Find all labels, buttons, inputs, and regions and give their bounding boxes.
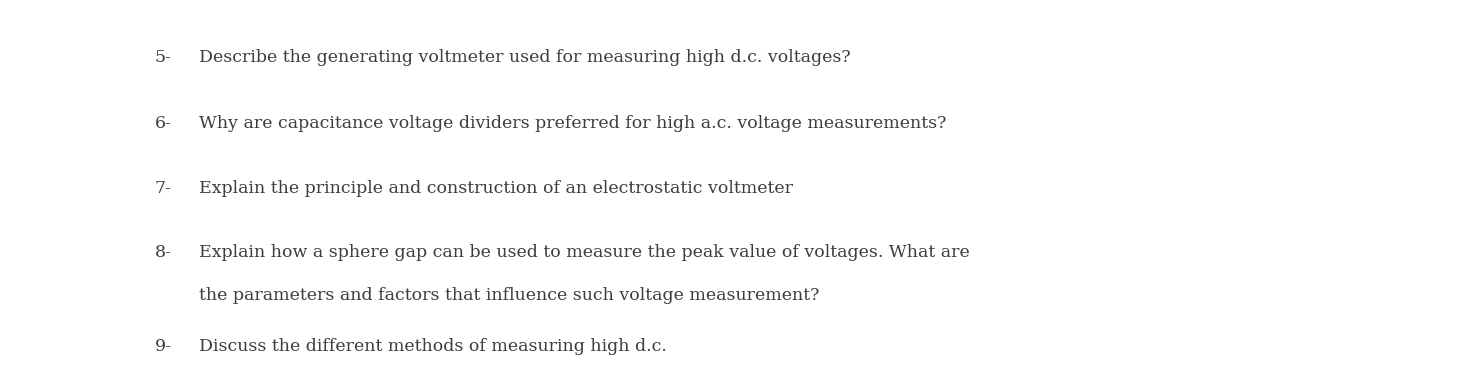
Text: 9-: 9- xyxy=(155,338,172,355)
Text: Why are capacitance voltage dividers preferred for high a.c. voltage measurement: Why are capacitance voltage dividers pre… xyxy=(199,115,946,132)
Text: 7-: 7- xyxy=(155,180,172,197)
Text: 5-: 5- xyxy=(155,49,172,66)
Text: 8-: 8- xyxy=(155,244,171,261)
Text: the parameters and factors that influence such voltage measurement?: the parameters and factors that influenc… xyxy=(199,287,820,304)
Text: Discuss the different methods of measuring high d.c.: Discuss the different methods of measuri… xyxy=(199,338,666,355)
Text: Describe the generating voltmeter used for measuring high d.c. voltages?: Describe the generating voltmeter used f… xyxy=(199,49,850,66)
Text: 6-: 6- xyxy=(155,115,171,132)
Text: Explain the principle and construction of an electrostatic voltmeter: Explain the principle and construction o… xyxy=(199,180,793,197)
Text: Explain how a sphere gap can be used to measure the peak value of voltages. What: Explain how a sphere gap can be used to … xyxy=(199,244,970,261)
